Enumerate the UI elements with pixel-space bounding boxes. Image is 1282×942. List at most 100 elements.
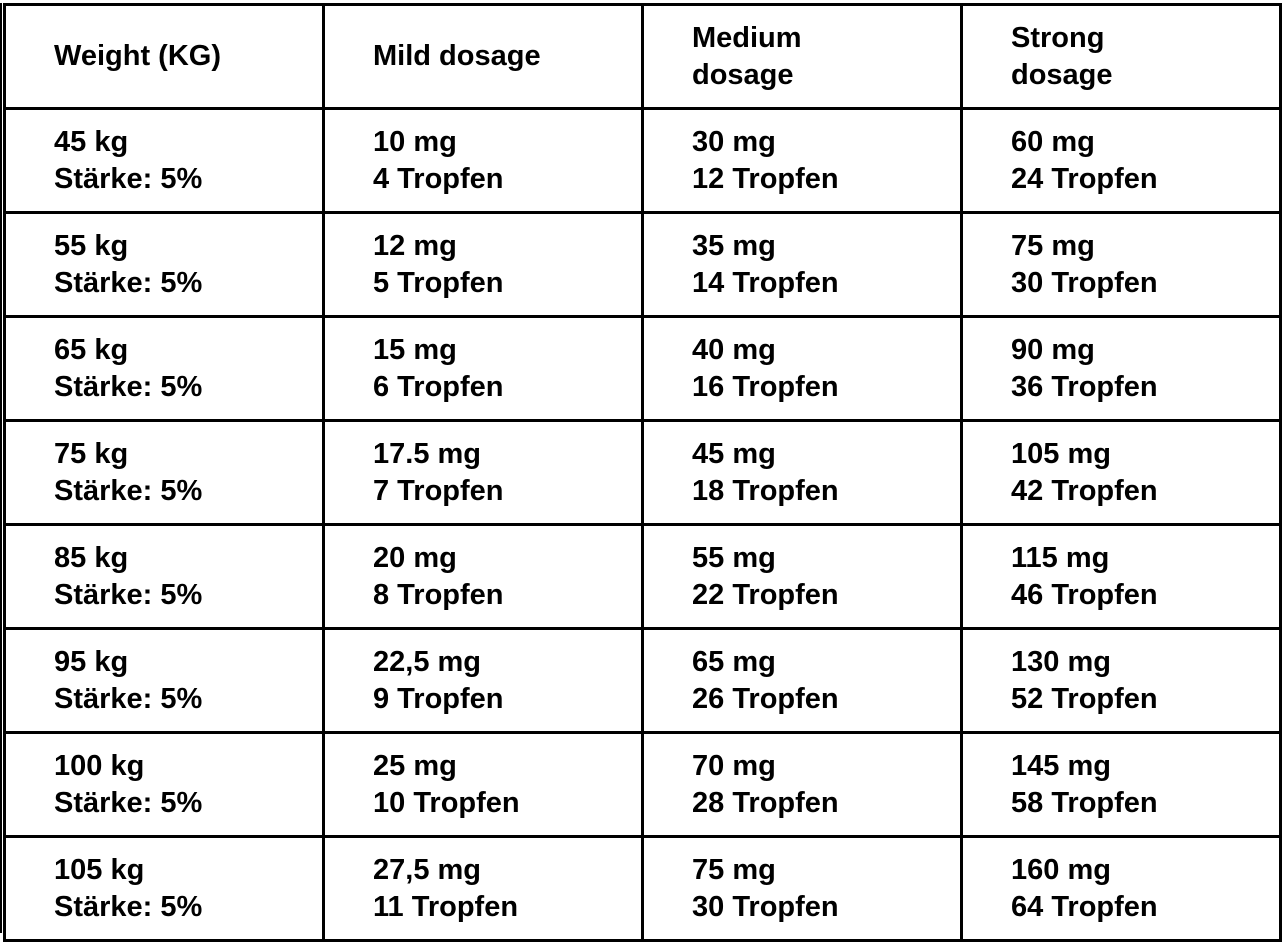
cell-secondary-value: 6 Tropfen bbox=[373, 370, 504, 403]
cell-primary-value: 20 mg bbox=[373, 541, 457, 574]
table-row: 45 kg Stärke: 5% 10 mg 4 Tropfen 30 mg 12 Tro… bbox=[3, 107, 1282, 214]
strong-dosage-cell: 90 mg 36 Tropfen bbox=[960, 315, 1282, 422]
cell-secondary-value: Stärke: 5% bbox=[54, 162, 203, 195]
cell-secondary-value: 11 Tropfen bbox=[373, 890, 519, 923]
cell-primary-value: 17.5 mg bbox=[373, 437, 481, 470]
header-strong-dosage: Strong dosage bbox=[960, 3, 1282, 110]
cell-primary-value: 160 mg bbox=[1011, 853, 1111, 886]
cell-primary-value: 45 mg bbox=[692, 437, 776, 470]
header-medium-dosage: Medium dosage bbox=[641, 3, 963, 110]
cell-primary-value: 30 mg bbox=[692, 125, 776, 158]
cell-secondary-value: 14 Tropfen bbox=[692, 266, 839, 299]
cell-primary-value: 130 mg bbox=[1011, 645, 1111, 678]
mild-dosage-cell: 12 mg 5 Tropfen bbox=[322, 211, 644, 318]
medium-dosage-cell: 70 mg 28 Tropfen bbox=[641, 731, 963, 838]
strong-dosage-cell: 105 mg 42 Tropfen bbox=[960, 419, 1282, 526]
cell-secondary-value: Stärke: 5% bbox=[54, 370, 203, 403]
cell-secondary-value: 58 Tropfen bbox=[1011, 786, 1158, 819]
cell-primary-value: 55 kg bbox=[54, 229, 129, 262]
cell-secondary-value: 28 Tropfen bbox=[692, 786, 839, 819]
medium-dosage-cell: 75 mg 30 Tropfen bbox=[641, 835, 963, 942]
cell-secondary-value: Stärke: 5% bbox=[54, 474, 203, 507]
weight-cell: 55 kg Stärke: 5% bbox=[3, 211, 325, 318]
cell-primary-value: 95 kg bbox=[54, 645, 129, 678]
dosage-table: Weight (KG) Mild dosage Medium dosage Strong… bbox=[3, 3, 1282, 942]
cell-secondary-value: 5 Tropfen bbox=[373, 266, 504, 299]
cell-secondary-value: 46 Tropfen bbox=[1011, 578, 1158, 611]
table-row: 100 kg Stärke: 5% 25 mg 10 Tropfen 70 mg 28 T… bbox=[3, 731, 1282, 838]
cell-secondary-value: 24 Tropfen bbox=[1011, 162, 1158, 195]
strong-dosage-cell: 145 mg 58 Tropfen bbox=[960, 731, 1282, 838]
header-text-line: dosage bbox=[1011, 58, 1113, 91]
table-row: 65 kg Stärke: 5% 15 mg 6 Tropfen 40 mg 16 Tro… bbox=[3, 315, 1282, 422]
header-text-line: Medium bbox=[692, 21, 802, 54]
cell-secondary-value: 30 Tropfen bbox=[692, 890, 839, 923]
weight-cell: 65 kg Stärke: 5% bbox=[3, 315, 325, 422]
weight-cell: 100 kg Stärke: 5% bbox=[3, 731, 325, 838]
mild-dosage-cell: 27,5 mg 11 Tropfen bbox=[322, 835, 644, 942]
strong-dosage-cell: 160 mg 64 Tropfen bbox=[960, 835, 1282, 942]
table-header: Weight (KG) Mild dosage Medium dosage Strong… bbox=[3, 3, 1282, 110]
cell-secondary-value: 8 Tropfen bbox=[373, 578, 504, 611]
cell-primary-value: 25 mg bbox=[373, 749, 457, 782]
cell-secondary-value: Stärke: 5% bbox=[54, 578, 203, 611]
cell-secondary-value: 12 Tropfen bbox=[692, 162, 839, 195]
cell-primary-value: 100 kg bbox=[54, 749, 145, 782]
cell-secondary-value: Stärke: 5% bbox=[54, 786, 203, 819]
medium-dosage-cell: 65 mg 26 Tropfen bbox=[641, 627, 963, 734]
cell-secondary-value: 7 Tropfen bbox=[373, 474, 504, 507]
cell-primary-value: 115 mg bbox=[1011, 541, 1110, 574]
cell-primary-value: 65 kg bbox=[54, 333, 129, 366]
cell-primary-value: 27,5 mg bbox=[373, 853, 481, 886]
cell-primary-value: 75 mg bbox=[692, 853, 776, 886]
cell-secondary-value: 52 Tropfen bbox=[1011, 682, 1158, 715]
header-text-line: Strong bbox=[1011, 21, 1105, 54]
weight-cell: 45 kg Stärke: 5% bbox=[3, 107, 325, 214]
cell-primary-value: 105 mg bbox=[1011, 437, 1111, 470]
cell-primary-value: 75 mg bbox=[1011, 229, 1095, 262]
cell-secondary-value: 36 Tropfen bbox=[1011, 370, 1158, 403]
cell-secondary-value: 16 Tropfen bbox=[692, 370, 839, 403]
cell-secondary-value: 26 Tropfen bbox=[692, 682, 839, 715]
cell-secondary-value: 18 Tropfen bbox=[692, 474, 839, 507]
cell-primary-value: 10 mg bbox=[373, 125, 457, 158]
cell-primary-value: 45 kg bbox=[54, 125, 129, 158]
weight-cell: 95 kg Stärke: 5% bbox=[3, 627, 325, 734]
cell-secondary-value: 30 Tropfen bbox=[1011, 266, 1158, 299]
table-row: 85 kg Stärke: 5% 20 mg 8 Tropfen 55 mg 22 Tro… bbox=[3, 523, 1282, 630]
header-weight: Weight (KG) bbox=[3, 3, 325, 110]
weight-cell: 75 kg Stärke: 5% bbox=[3, 419, 325, 526]
weight-cell: 85 kg Stärke: 5% bbox=[3, 523, 325, 630]
medium-dosage-cell: 30 mg 12 Tropfen bbox=[641, 107, 963, 214]
cell-primary-value: 35 mg bbox=[692, 229, 776, 262]
cell-secondary-value: 10 Tropfen bbox=[373, 786, 520, 819]
cell-primary-value: 60 mg bbox=[1011, 125, 1095, 158]
strong-dosage-cell: 130 mg 52 Tropfen bbox=[960, 627, 1282, 734]
table-row: 55 kg Stärke: 5% 12 mg 5 Tropfen 35 mg 14 Tro… bbox=[3, 211, 1282, 318]
header-text-line: Weight (KG) bbox=[54, 40, 221, 72]
cell-primary-value: 70 mg bbox=[692, 749, 776, 782]
cell-primary-value: 15 mg bbox=[373, 333, 457, 366]
header-text-line: dosage bbox=[692, 58, 794, 91]
cell-primary-value: 40 mg bbox=[692, 333, 776, 366]
table-row: 95 kg Stärke: 5% 22,5 mg 9 Tropfen 65 mg 26 T… bbox=[3, 627, 1282, 734]
medium-dosage-cell: 55 mg 22 Tropfen bbox=[641, 523, 963, 630]
cell-primary-value: 12 mg bbox=[373, 229, 457, 262]
table-row: 105 kg Stärke: 5% 27,5 mg 11 Tropfen 75 mg 30… bbox=[3, 835, 1282, 942]
cell-secondary-value: 22 Tropfen bbox=[692, 578, 839, 611]
cell-primary-value: 145 mg bbox=[1011, 749, 1111, 782]
cell-secondary-value: Stärke: 5% bbox=[54, 890, 203, 923]
header-mild-dosage: Mild dosage bbox=[322, 3, 644, 110]
cell-primary-value: 55 mg bbox=[692, 541, 776, 574]
cell-primary-value: 90 mg bbox=[1011, 333, 1095, 366]
strong-dosage-cell: 115 mg 46 Tropfen bbox=[960, 523, 1282, 630]
header-row: Weight (KG) Mild dosage Medium dosage Strong… bbox=[3, 3, 1282, 110]
mild-dosage-cell: 22,5 mg 9 Tropfen bbox=[322, 627, 644, 734]
strong-dosage-cell: 60 mg 24 Tropfen bbox=[960, 107, 1282, 214]
table-body: 45 kg Stärke: 5% 10 mg 4 Tropfen 30 mg 12 Tro… bbox=[3, 107, 1282, 942]
table-row: 75 kg Stärke: 5% 17.5 mg 7 Tropfen 45 mg 18 T… bbox=[3, 419, 1282, 526]
cell-secondary-value: 4 Tropfen bbox=[373, 162, 504, 195]
cell-primary-value: 105 kg bbox=[54, 853, 145, 886]
table-left-edge bbox=[0, 3, 2, 933]
cell-secondary-value: 64 Tropfen bbox=[1011, 890, 1158, 923]
